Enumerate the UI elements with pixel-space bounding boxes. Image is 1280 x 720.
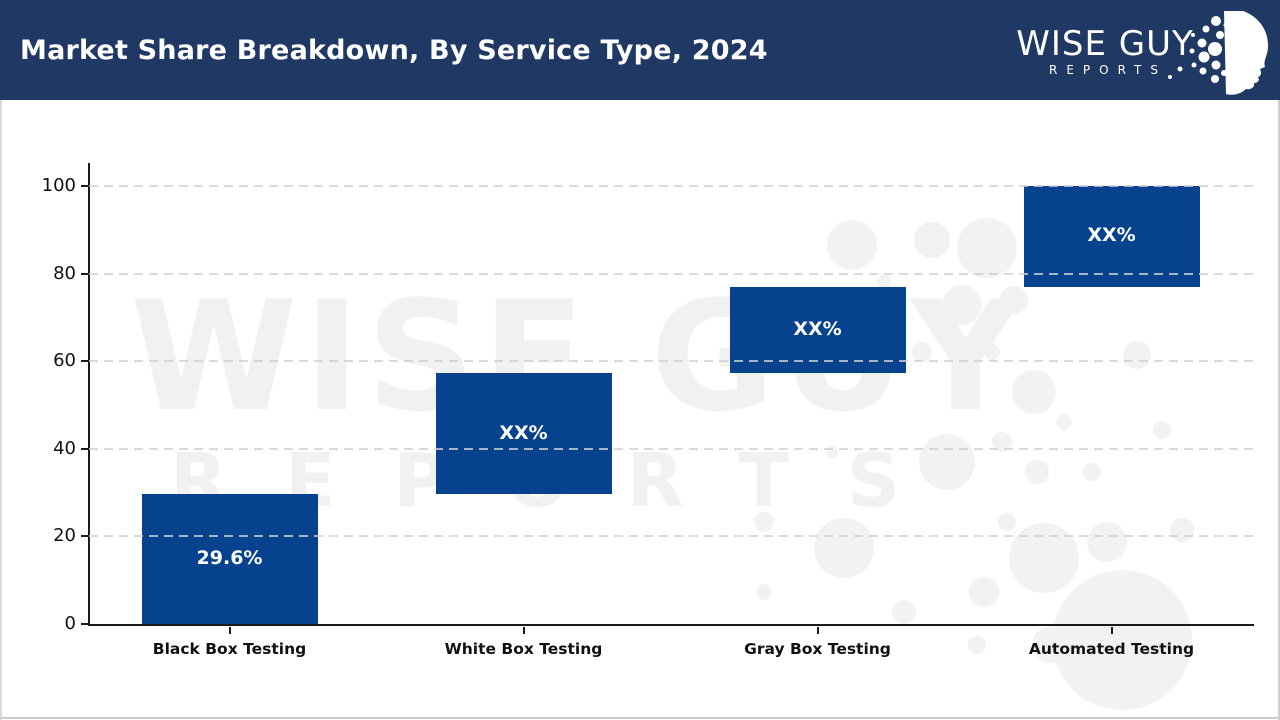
header-band: Market Share Breakdown, By Service Type,… bbox=[0, 0, 1280, 100]
x-tick-mark bbox=[228, 627, 231, 634]
y-tick-label: 100 bbox=[41, 175, 76, 196]
bar-value-label: XX% bbox=[793, 318, 842, 341]
x-axis-line bbox=[88, 624, 1254, 626]
brand-logo: WISE GUY REPORTS bbox=[1010, 5, 1270, 95]
x-tick-mark bbox=[1110, 627, 1113, 634]
face-dots-icon bbox=[1168, 11, 1269, 95]
gridline bbox=[89, 360, 1253, 363]
bar-white-box-testing bbox=[435, 373, 612, 495]
y-tick-label: 60 bbox=[53, 350, 76, 372]
bar-value-label: XX% bbox=[499, 421, 548, 444]
y-axis-line bbox=[88, 163, 90, 625]
y-tick-label: 0 bbox=[64, 613, 76, 634]
brand-name: WISE GUY bbox=[1016, 24, 1194, 64]
y-tick-mark bbox=[81, 360, 89, 363]
bar-automated-testing bbox=[1023, 186, 1200, 287]
y-tick-mark bbox=[81, 185, 89, 187]
y-tick-mark bbox=[81, 272, 89, 275]
y-tick-mark bbox=[81, 447, 89, 450]
x-category-label: Black Box Testing bbox=[152, 640, 307, 658]
gridline bbox=[89, 447, 1253, 450]
bar-value-label: 29.6% bbox=[196, 547, 263, 570]
x-category-label: Gray Box Testing bbox=[744, 640, 891, 658]
bar-gray-box-testing bbox=[729, 286, 906, 374]
gridline bbox=[89, 185, 1253, 187]
y-tick-label: 20 bbox=[53, 525, 76, 547]
page-title: Market Share Breakdown, By Service Type,… bbox=[20, 34, 768, 66]
gridline bbox=[89, 272, 1253, 275]
x-tick-mark bbox=[522, 627, 525, 634]
footer-rule bbox=[0, 717, 1280, 719]
y-tick-mark bbox=[81, 623, 89, 625]
bar-black-box-testing bbox=[141, 494, 318, 624]
y-tick-mark bbox=[81, 535, 89, 538]
x-tick-mark bbox=[816, 627, 819, 634]
brand-logo-text: WISE GUY REPORTS bbox=[1010, 27, 1200, 77]
watermark-face-dots bbox=[738, 218, 1194, 710]
y-tick-label: 40 bbox=[53, 437, 76, 459]
x-category-label: Automated Testing bbox=[1028, 640, 1195, 658]
brand-subname: REPORTS bbox=[1048, 63, 1167, 77]
y-tick-label: 80 bbox=[53, 262, 76, 284]
x-category-label: White Box Testing bbox=[444, 640, 603, 658]
bar-value-label: XX% bbox=[1087, 224, 1136, 247]
gridline bbox=[89, 535, 1253, 538]
